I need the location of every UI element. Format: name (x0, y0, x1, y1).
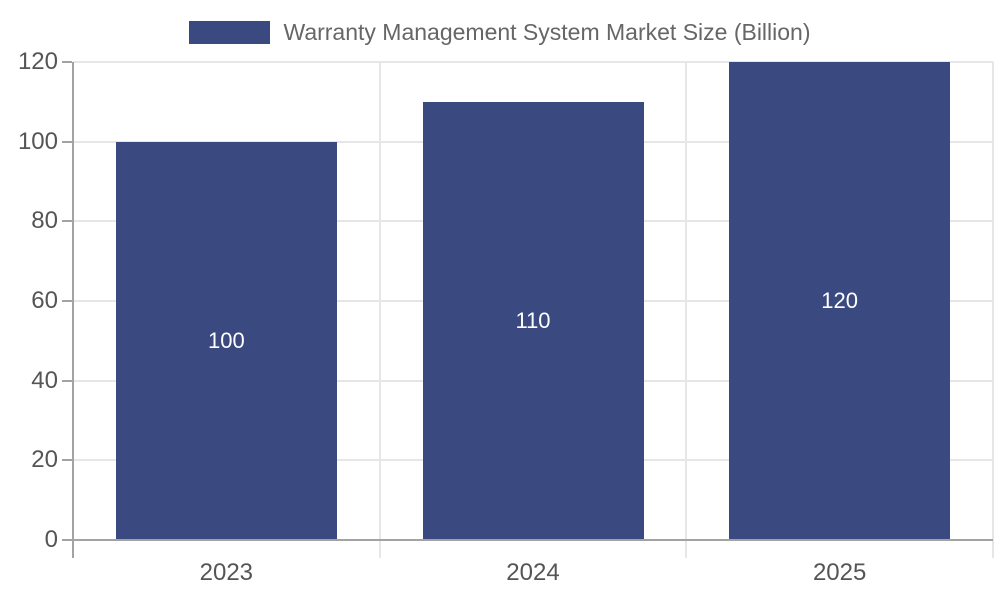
y-axis-tick-label: 60 (31, 287, 58, 314)
gridline-vertical (378, 62, 381, 558)
legend[interactable]: Warranty Management System Market Size (… (0, 18, 1000, 46)
y-axis-tick (62, 61, 72, 63)
y-axis-tick (62, 459, 72, 462)
bar-2024[interactable] (422, 101, 644, 540)
y-axis-tick (62, 379, 72, 382)
bar-value-label: 120 (821, 288, 859, 313)
x-axis-tick-label: 2023 (199, 559, 254, 586)
y-axis-tick-label: 120 (17, 48, 58, 75)
y-axis-tick-label: 0 (44, 526, 58, 553)
bar-value-label: 100 (207, 327, 245, 353)
legend-label: Warranty Management System Market Size (… (283, 19, 811, 45)
x-axis-line (73, 539, 993, 541)
y-axis-tick (62, 140, 72, 143)
gridline-vertical (685, 62, 688, 558)
x-axis-tick-label: 2024 (506, 559, 560, 586)
y-axis-line (72, 62, 74, 558)
x-axis-tick-label: 2025 (812, 559, 867, 586)
y-axis-tick-label: 100 (17, 127, 58, 155)
gridline-vertical (992, 62, 994, 558)
y-axis-tick-label: 20 (31, 446, 58, 474)
bar-2025[interactable] (729, 62, 951, 540)
y-axis-tick (62, 539, 72, 541)
bar-2023[interactable] (115, 141, 337, 540)
y-axis-tick-label: 80 (31, 207, 58, 235)
y-axis-tick (62, 300, 72, 302)
legend-swatch (189, 20, 271, 44)
bar-value-label: 110 (515, 307, 551, 333)
gridline-horizontal (73, 61, 993, 63)
y-axis-tick-label: 40 (31, 366, 58, 394)
y-axis-tick (62, 220, 72, 223)
